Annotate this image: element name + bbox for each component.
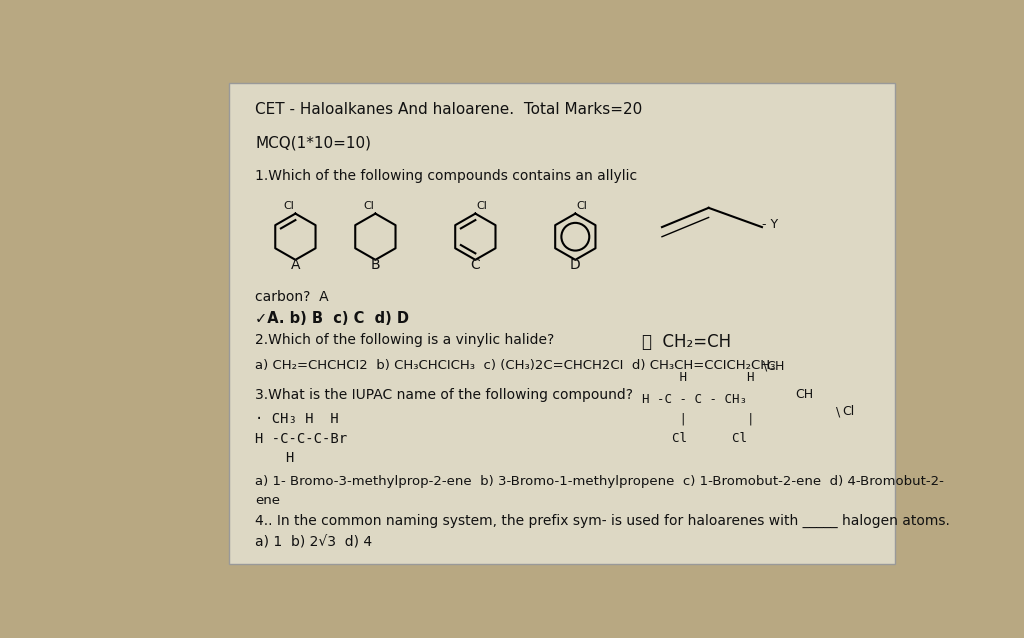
Text: CH: CH <box>796 389 813 401</box>
Text: Cl: Cl <box>476 201 487 211</box>
Text: B: B <box>371 258 380 272</box>
Text: 4.. In the common naming system, the prefix sym- is used for haloarenes with ___: 4.. In the common naming system, the pre… <box>255 514 950 528</box>
Text: a) CH₂=CHCHCI2  b) CH₃CHCICH₃  c) (CH₃)2C=CHCH2CI  d) CH₃CH=CCICH₂CH₃: a) CH₂=CHCHCI2 b) CH₃CHCICH₃ c) (CH₃)2C=… <box>255 359 776 373</box>
Text: CET - Haloalkanes And haloarene.  Total Marks=20: CET - Haloalkanes And haloarene. Total M… <box>255 102 643 117</box>
Text: $\backslash$CH: $\backslash$CH <box>762 359 785 373</box>
Text: MCQ(1*10=10): MCQ(1*10=10) <box>255 136 372 151</box>
Text: 1.Which of the following compounds contains an allylic: 1.Which of the following compounds conta… <box>255 169 638 183</box>
Text: carbon?  A: carbon? A <box>255 290 329 304</box>
Text: H -C-C-C-Br: H -C-C-C-Br <box>255 432 347 445</box>
Text: C: C <box>470 258 480 272</box>
Text: A: A <box>291 258 300 272</box>
Text: · CH₃ H  H: · CH₃ H H <box>255 412 339 426</box>
Text: Cl      Cl: Cl Cl <box>642 432 746 445</box>
Text: D: D <box>570 258 581 272</box>
Text: Ⓠ  CH₂=CH: Ⓠ CH₂=CH <box>642 333 731 351</box>
Text: Cl: Cl <box>577 201 587 211</box>
Text: 3.What is the IUPAC name of the following compound?: 3.What is the IUPAC name of the followin… <box>255 389 634 403</box>
Text: Cl: Cl <box>842 405 854 418</box>
Text: |        |: | | <box>642 412 755 426</box>
Text: H -C - C - CH₃: H -C - C - CH₃ <box>642 393 746 406</box>
Text: H        H: H H <box>642 371 755 385</box>
Text: ✓A. b) B  c) C  d) D: ✓A. b) B c) C d) D <box>255 311 410 326</box>
Text: a) 1  b) 2√3  d) 4: a) 1 b) 2√3 d) 4 <box>255 535 373 549</box>
Text: ene: ene <box>255 494 281 507</box>
FancyBboxPatch shape <box>228 83 895 564</box>
Text: a) 1- Bromo-3-methylprop-2-ene  b) 3-Bromo-1-methylpropene  c) 1-Bromobut-2-ene : a) 1- Bromo-3-methylprop-2-ene b) 3-Brom… <box>255 475 944 488</box>
Text: Cl: Cl <box>364 201 375 211</box>
Text: 2.Which of the following is a vinylic halide?: 2.Which of the following is a vinylic ha… <box>255 333 555 347</box>
Text: H: H <box>286 451 294 465</box>
Text: Cl: Cl <box>284 201 295 211</box>
Text: - Y: - Y <box>762 218 778 231</box>
Text: $\backslash$: $\backslash$ <box>836 405 842 419</box>
